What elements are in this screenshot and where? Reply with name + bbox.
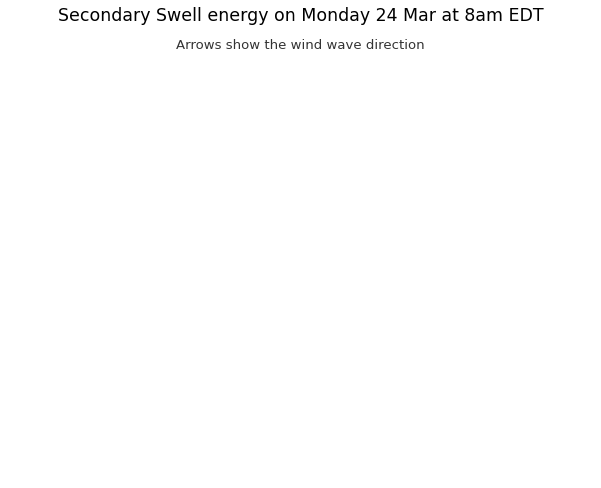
Text: Secondary Swell energy on Monday 24 Mar at 8am EDT: Secondary Swell energy on Monday 24 Mar … — [58, 7, 543, 25]
Text: cartopy not available: cartopy not available — [227, 266, 374, 280]
Text: Arrows show the wind wave direction: Arrows show the wind wave direction — [176, 39, 425, 52]
